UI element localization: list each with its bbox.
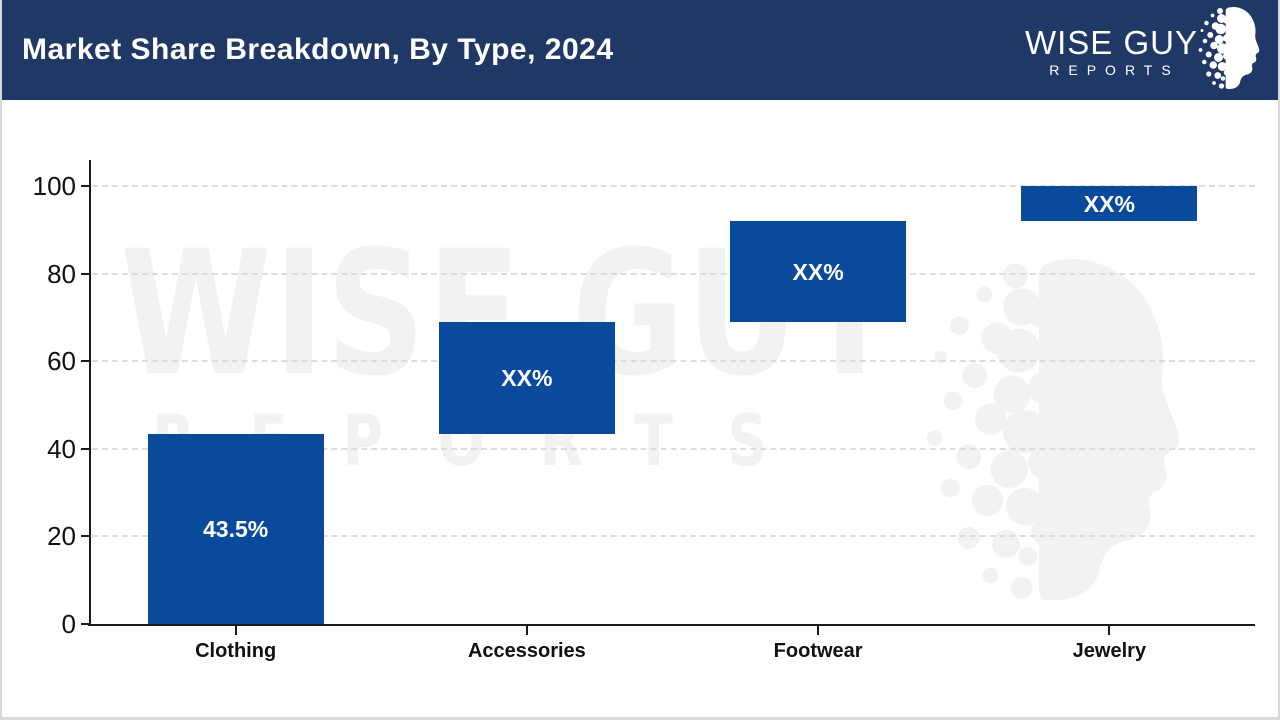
x-axis-category-label: Clothing <box>195 640 277 662</box>
bar-clothing <box>147 433 324 624</box>
bar-value-label: XX% <box>501 364 553 391</box>
y-axis-tick <box>81 535 90 538</box>
y-axis-tick-label: 100 <box>32 171 76 202</box>
y-axis-tick-label: 80 <box>47 258 76 289</box>
bar-value-label: 43.5% <box>203 515 269 542</box>
y-axis-tick-label: 60 <box>47 346 76 377</box>
y-axis-tick-label: 0 <box>61 609 76 639</box>
bar-accessories <box>438 321 615 434</box>
y-axis-tick-label: 20 <box>47 521 76 552</box>
x-axis-tick <box>817 626 820 635</box>
logo-wordmark: WISE GUY REPORTS <box>1024 23 1198 79</box>
x-axis-category-label: Jewelry <box>1072 640 1147 662</box>
gridline-80 <box>92 272 1255 275</box>
x-axis-tick <box>1108 626 1111 635</box>
y-axis-tick <box>81 360 90 363</box>
y-axis-tick <box>81 272 90 275</box>
x-axis-category-label: Footwear <box>773 640 863 662</box>
chart-area: WISE GUY REPORTS 0 20 40 60 80 100 43.5% Clothi… <box>2 100 1278 717</box>
header-bar: Market Share Breakdown, By Type, 2024 WI… <box>2 0 1278 100</box>
gridline-20 <box>92 535 1255 538</box>
y-axis-tick <box>81 447 90 450</box>
x-axis-tick <box>234 626 237 635</box>
y-axis-line <box>89 160 91 626</box>
y-axis-tick <box>81 185 90 188</box>
x-axis-tick <box>525 626 528 635</box>
plot: 0 20 40 60 80 100 43.5% Clothing XX% Accessories X… <box>2 100 1278 717</box>
logo-face-icon <box>1184 5 1262 95</box>
x-axis-category-label: Accessories <box>467 640 586 662</box>
x-axis-line <box>88 624 1255 626</box>
bar-jewelry <box>1021 186 1198 222</box>
chart-title: Market Share Breakdown, By Type, 2024 <box>22 33 614 66</box>
brand-logo: WISE GUY REPORTS <box>1025 5 1262 95</box>
y-axis-tick <box>81 623 90 625</box>
logo-name-text: WISE GUY <box>1024 23 1198 61</box>
gridline-100 <box>92 185 1255 188</box>
bar-value-label: XX% <box>792 258 844 285</box>
bar-footwear <box>730 221 907 322</box>
gridline-40 <box>92 447 1255 450</box>
y-axis-tick-label: 40 <box>47 433 76 464</box>
logo-sub-text: REPORTS <box>1049 62 1180 79</box>
bar-value-label: XX% <box>1083 190 1135 217</box>
gridline-60 <box>92 360 1255 363</box>
